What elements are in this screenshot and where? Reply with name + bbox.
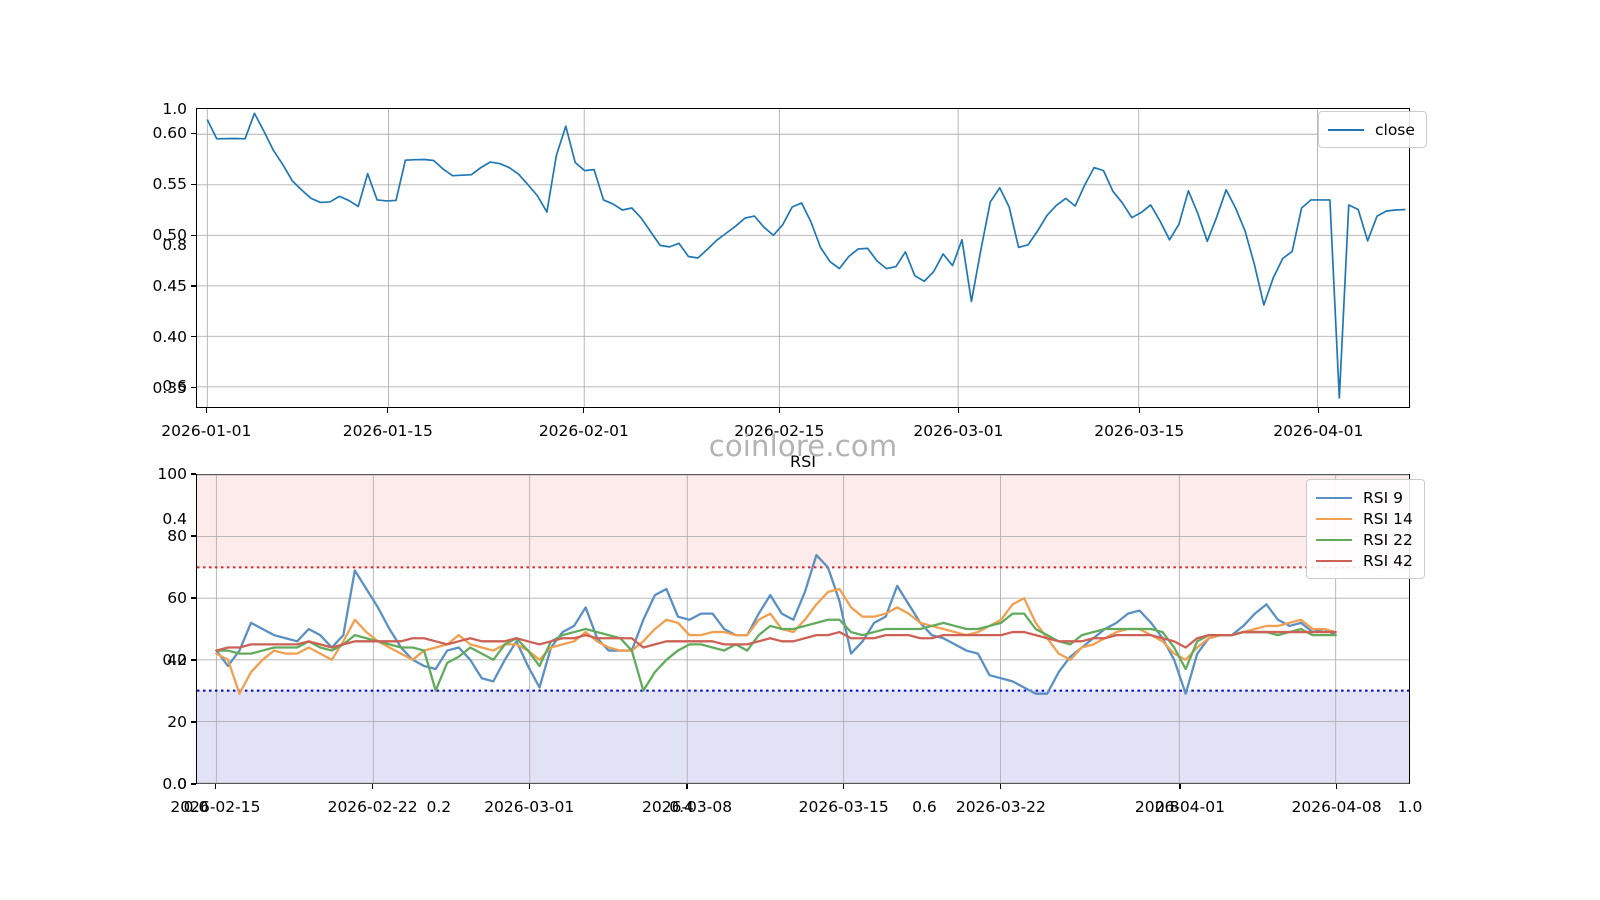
rsi-x-tick-label: 2026-03-22 <box>955 798 1046 816</box>
rsi-x-tick-label-secondary: 0.2 <box>426 798 452 816</box>
y-tick-mark <box>191 783 196 785</box>
rsi-x-tick-label: 2026-03-01 <box>484 798 575 816</box>
price-y-tick-label-secondary: 1.0 <box>162 100 187 118</box>
price-series-close <box>206 112 1406 399</box>
x-tick-mark <box>1138 408 1140 413</box>
y-tick-mark <box>191 387 196 389</box>
price-x-tick-label: 2026-02-15 <box>734 422 825 440</box>
y-tick-mark <box>191 132 196 134</box>
rsi-line-plot <box>197 474 1409 784</box>
rsi-y-tick-label-secondary: 0.2 <box>162 651 187 669</box>
legend-color-swatch <box>1316 517 1352 520</box>
x-tick-mark <box>1317 408 1319 413</box>
x-tick-mark <box>778 408 780 413</box>
price-y-tick-label-secondary: 0.6 <box>162 376 187 395</box>
rsi-x-tick-label-secondary: 0.0 <box>183 798 209 816</box>
rsi-x-tick-label: 2026-04-08 <box>1291 798 1382 816</box>
legend-label: RSI 22 <box>1363 530 1413 549</box>
rsi-series-rsi-42 <box>215 630 1337 652</box>
x-tick-mark <box>387 408 389 413</box>
y-tick-mark <box>191 336 196 338</box>
legend-item[interactable]: RSI 42 <box>1316 550 1413 571</box>
price-y-tick-label: 0.40 <box>152 327 187 346</box>
x-tick-mark <box>686 784 688 789</box>
x-tick-mark <box>528 784 530 789</box>
y-tick-mark <box>191 473 196 475</box>
price-x-tick-label: 2026-04-01 <box>1273 422 1364 440</box>
legend-color-swatch <box>1316 538 1352 541</box>
legend-item[interactable]: RSI 9 <box>1316 487 1413 508</box>
rsi-y-tick-label: 0 <box>177 775 187 793</box>
legend-color-swatch <box>1328 128 1364 131</box>
legend-label: RSI 42 <box>1363 551 1413 570</box>
rsi-y-tick-label: 100 <box>157 465 187 483</box>
x-tick-mark <box>843 784 845 789</box>
legend-label: RSI 9 <box>1363 488 1403 507</box>
price-chart-legend: close <box>1318 111 1427 148</box>
x-tick-mark <box>583 408 585 413</box>
y-tick-mark <box>191 721 196 723</box>
rsi-x-tick-label-secondary: 0.8 <box>1154 798 1180 816</box>
x-tick-mark <box>1335 784 1338 789</box>
x-tick-mark <box>1179 784 1181 789</box>
price-y-tick-label: 0.60 <box>152 124 187 143</box>
price-y-tick-label: 0.55 <box>152 175 187 194</box>
y-tick-mark <box>191 285 196 287</box>
rsi-threshold-band <box>197 690 1409 783</box>
price-y-tick-label: 0.50 <box>152 226 187 245</box>
rsi-x-tick-label-secondary: 1.0 <box>1397 798 1423 816</box>
coinlore-watermark: coinlore.com <box>708 429 898 463</box>
legend-label: close <box>1375 120 1415 139</box>
rsi-y-tick-label: 60 <box>167 589 187 607</box>
rsi-y-tick-label: 80 <box>167 527 187 545</box>
price-x-tick-label: 2026-02-01 <box>538 422 629 440</box>
rsi-chart-legend: RSI 9 RSI 14 RSI 22 RSI 42 <box>1306 479 1425 579</box>
rsi-threshold-band <box>197 475 1409 568</box>
y-tick-mark <box>191 535 196 537</box>
price-chart-axes <box>196 108 1410 408</box>
y-tick-mark <box>191 234 196 236</box>
rsi-panel-title: RSI <box>790 452 816 471</box>
legend-item[interactable]: RSI 22 <box>1316 529 1413 550</box>
rsi-x-tick-label-secondary: 0.6 <box>912 798 937 816</box>
price-line-plot <box>197 109 1409 407</box>
price-x-tick-label: 2026-01-01 <box>161 422 252 440</box>
y-tick-mark <box>191 183 196 185</box>
rsi-x-tick-label: 2026-03-08 <box>642 798 733 816</box>
x-tick-mark <box>214 784 216 789</box>
rsi-x-tick-label: 2026-04-01 <box>1134 798 1225 816</box>
rsi-chart-axes <box>196 474 1410 784</box>
rsi-y-tick-label: 20 <box>167 713 187 731</box>
y-tick-mark <box>191 659 196 661</box>
rsi-y-tick-label-secondary: 0.0 <box>162 775 187 793</box>
legend-item[interactable]: RSI 14 <box>1316 508 1413 529</box>
x-tick-mark <box>372 784 374 789</box>
legend-color-swatch <box>1316 496 1352 499</box>
price-x-tick-label: 2026-01-15 <box>342 422 433 440</box>
x-tick-mark <box>1000 784 1002 789</box>
x-tick-mark <box>205 408 207 413</box>
rsi-x-tick-label: 2026-03-15 <box>798 798 889 816</box>
rsi-series-rsi-9 <box>215 553 1337 695</box>
rsi-series-rsi-22 <box>215 612 1337 692</box>
price-y-tick-label-secondary: 0.8 <box>162 235 187 254</box>
x-tick-mark <box>957 408 959 413</box>
legend-label: RSI 14 <box>1363 509 1413 528</box>
y-tick-mark <box>191 597 196 599</box>
rsi-y-tick-label: 40 <box>167 651 187 669</box>
rsi-x-tick-label: 2026-02-15 <box>170 798 261 816</box>
legend-item[interactable]: close <box>1328 119 1415 140</box>
price-y-tick-label: 0.45 <box>152 276 187 295</box>
price-x-tick-label: 2026-03-15 <box>1094 422 1185 440</box>
rsi-x-tick-label-secondary: 0.4 <box>669 798 694 816</box>
price-x-tick-label: 2026-03-01 <box>913 422 1004 440</box>
rsi-y-tick-label-secondary: 0.4 <box>162 509 187 528</box>
legend-color-swatch <box>1316 559 1352 562</box>
price-y-tick-label: 0.35 <box>152 378 187 397</box>
rsi-x-tick-label: 2026-02-22 <box>327 798 418 816</box>
